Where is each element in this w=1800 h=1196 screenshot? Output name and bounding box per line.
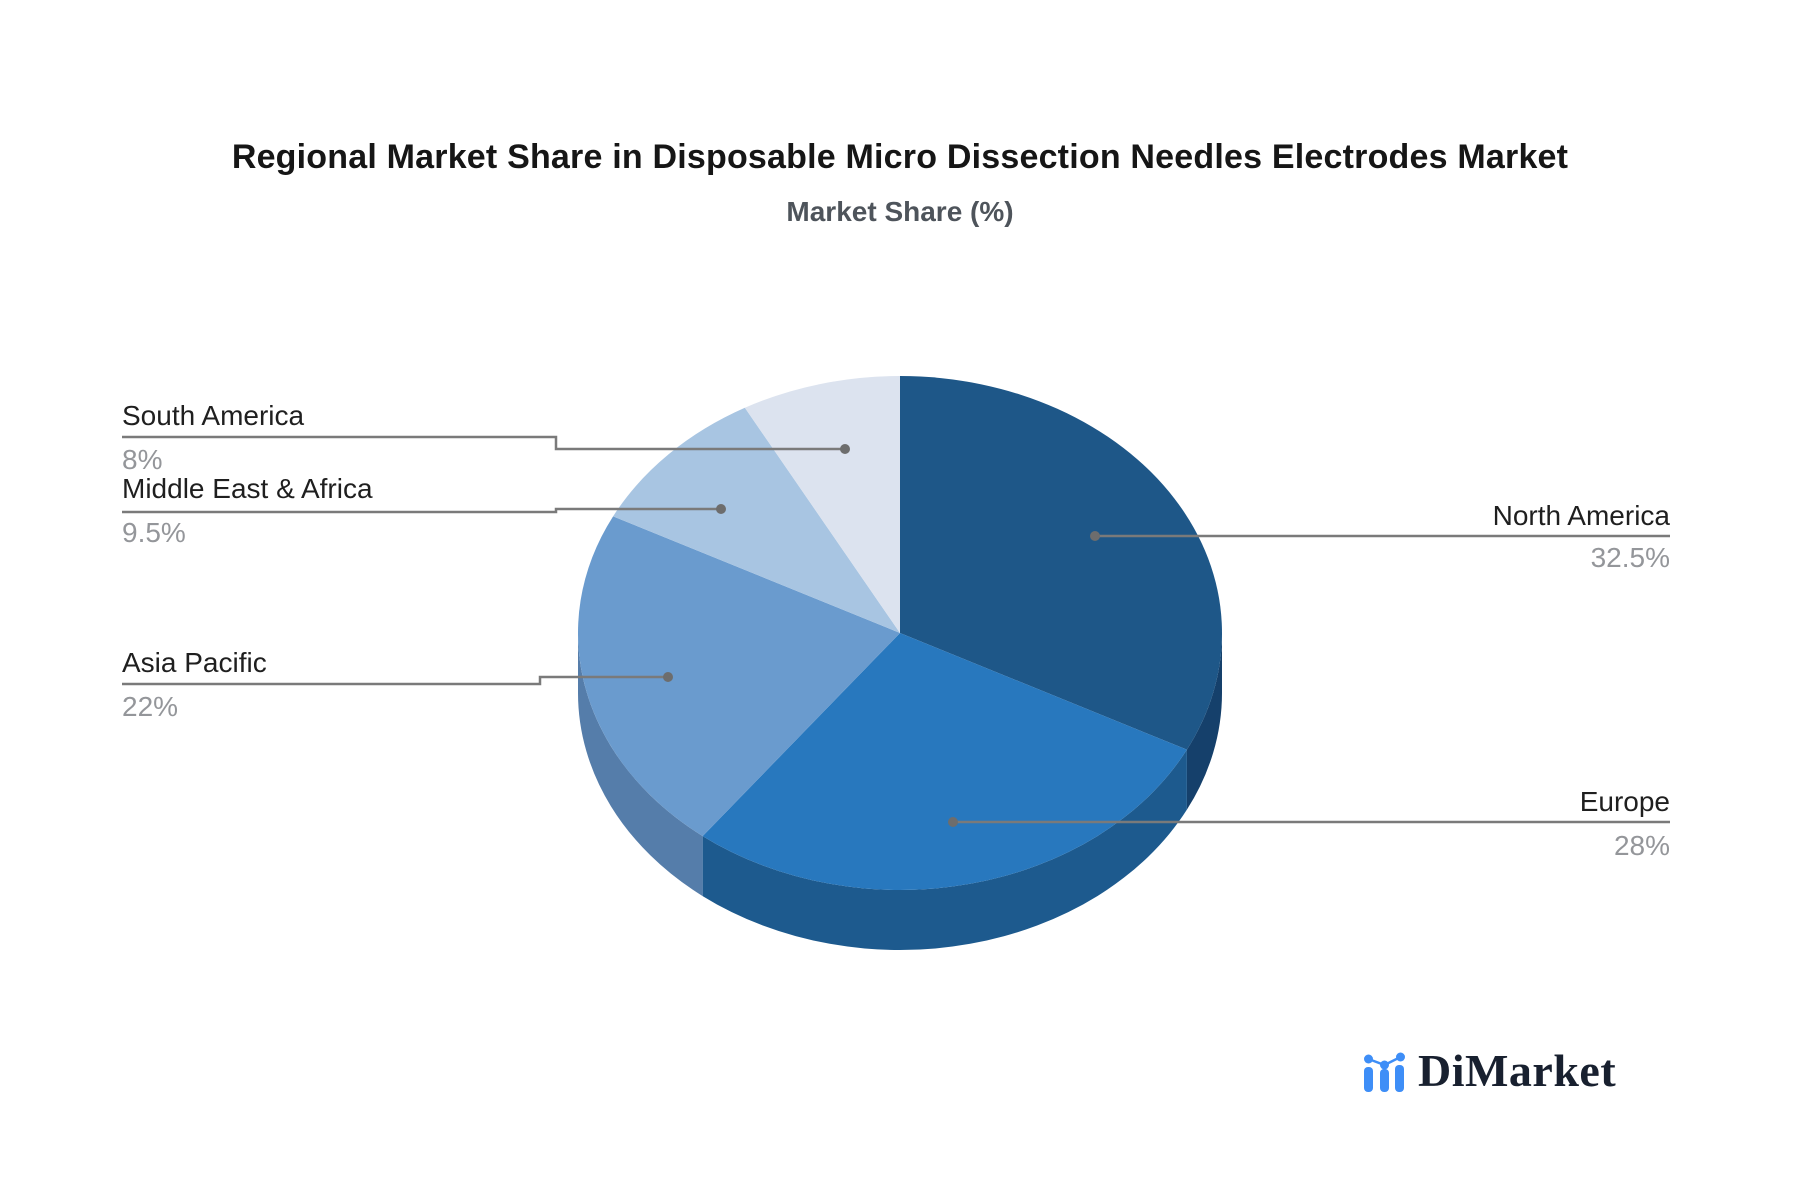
leader-dot-europe [948, 817, 958, 827]
pie-slice-south-america [744, 376, 900, 633]
dimarket-logo: DiMarket [1362, 1042, 1616, 1094]
pie-slice-europe [702, 633, 1187, 890]
pie-slice-asia-pacific [577, 516, 900, 837]
slice-value-europe: 28% [1613, 830, 1670, 861]
pie-slice-middle-east-africa [613, 407, 900, 633]
pie-slice-side-asia-pacific [578, 633, 703, 897]
slice-label-europe: Europe [1579, 786, 1670, 817]
slice-value-south-america: 8% [122, 444, 163, 475]
chart-title: Regional Market Share in Disposable Micr… [231, 138, 1569, 176]
leader-line-asia-pacific [122, 675, 668, 686]
chart-subtitle: Market Share (%) [786, 196, 1014, 227]
pie-slice-side-north-america [1186, 633, 1222, 810]
slice-value-north-america: 32.5% [1590, 542, 1670, 573]
leader-line-south-america [122, 435, 845, 451]
dimarket-logo-text: DiMarket [1418, 1045, 1617, 1096]
slice-value-middle-east-africa: 9.5% [122, 517, 186, 548]
leader-dot-middle-east-africa [716, 504, 726, 514]
slice-label-middle-east-africa: Middle East & Africa [122, 473, 373, 504]
leader-dot-north-america [1090, 531, 1100, 541]
leader-dot-south-america [840, 444, 850, 454]
leader-line-middle-east-africa [122, 507, 721, 514]
slice-label-north-america: North America [1492, 500, 1670, 531]
bar-line-chart-icon [1364, 1052, 1405, 1092]
slice-label-asia-pacific: Asia Pacific [122, 647, 267, 678]
leader-dot-asia-pacific [663, 672, 673, 682]
slice-label-south-america: South America [122, 400, 305, 431]
slice-value-asia-pacific: 22% [122, 691, 179, 722]
pie-slice-north-america [900, 376, 1222, 750]
pie-slice-side-europe [702, 749, 1187, 950]
